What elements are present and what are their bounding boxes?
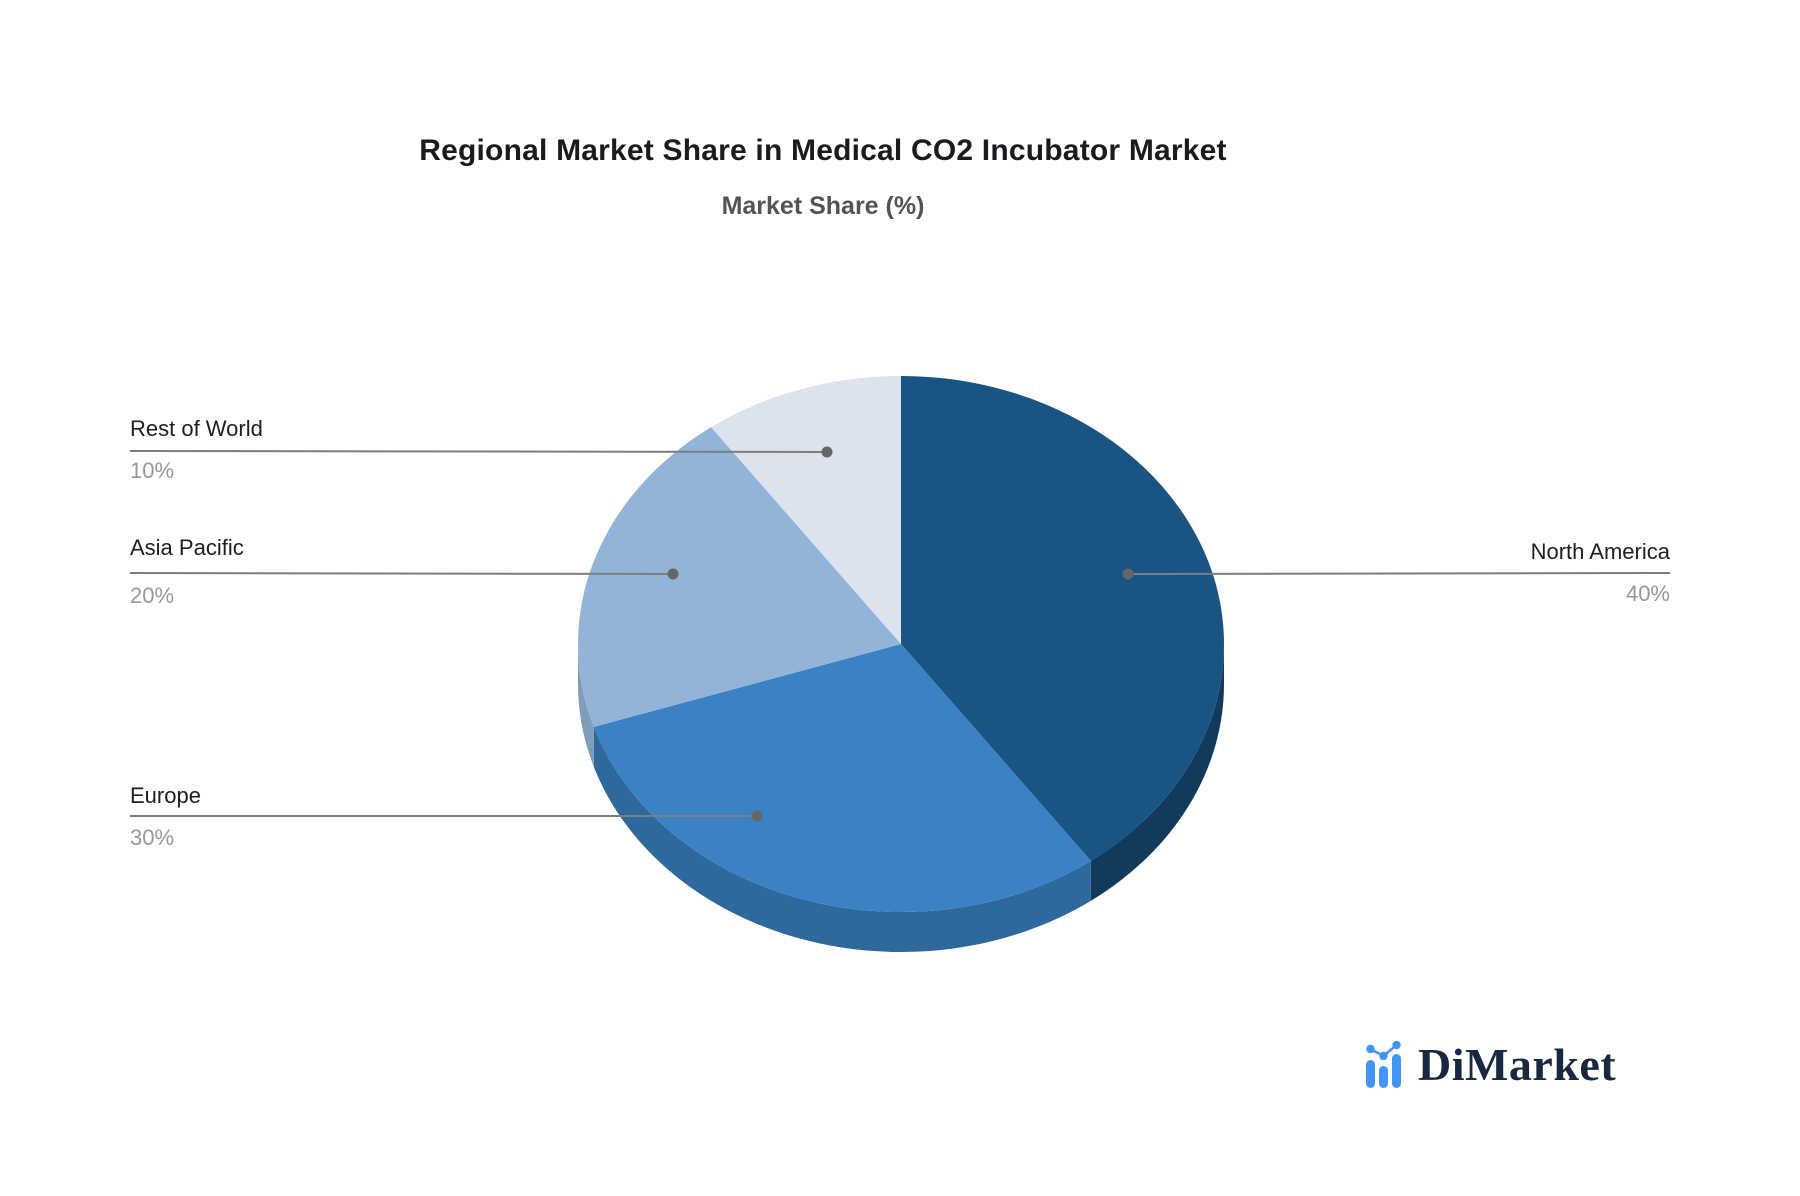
dimarket-logo: DiMarket [1363,1040,1616,1090]
mini-bar-line-chart-icon [1366,1040,1401,1088]
callout-leader-lines [129,450,1671,817]
callout-label: Asia Pacific [130,535,244,560]
pie-slice-europe [593,644,1091,912]
pie-3d [578,376,1224,952]
callout-value: 40% [1625,581,1670,606]
pie-slice-side-europe [593,726,1091,952]
chart-title: Regional Market Share in Medical CO2 Inc… [419,134,1227,167]
leader-line-asia-pacific [129,572,674,575]
logo-bar-3 [1392,1054,1401,1088]
logo-text: DiMarket [1418,1039,1617,1090]
pie-slice-rest-of-world [711,376,901,644]
logo-dot-2 [1379,1051,1388,1061]
pie-slice-asia-pacific [578,427,901,727]
callout-north-america: North America 40% [1531,540,1670,606]
callout-label: Europe [130,783,201,808]
logo-dot-3 [1392,1040,1401,1050]
logo-dot-1 [1366,1044,1375,1054]
callout-value: 10% [130,458,175,483]
leader-dot-rest-of-world [821,446,833,458]
callout-europe: Europe 30% [130,784,201,850]
callout-label: North America [1530,539,1670,564]
callout-asia-pacific: Asia Pacific 20% [130,536,244,608]
callout-label: Rest of World [130,416,263,441]
chart-header: Regional Market Share in Medical CO2 Inc… [0,133,1646,221]
callout-rest-of-world: Rest of World 10% [130,417,263,483]
pie-slice-side-north-america [1090,644,1224,901]
logo-bar-1 [1366,1060,1375,1088]
pie-slice-side-asia-pacific [578,644,594,767]
chart-subtitle: Market Share (%) [721,192,925,220]
leader-line-north-america [1127,572,1671,575]
callout-leader-dots [667,446,1134,822]
logo-bar-2 [1379,1066,1388,1088]
leader-dot-north-america [1122,568,1134,580]
leader-dot-europe [751,810,763,822]
callout-value: 20% [130,583,175,608]
leader-line-rest-of-world [129,450,828,453]
callout-value: 30% [130,825,175,850]
leader-dot-asia-pacific [667,568,679,580]
pie-slice-north-america [901,376,1224,861]
